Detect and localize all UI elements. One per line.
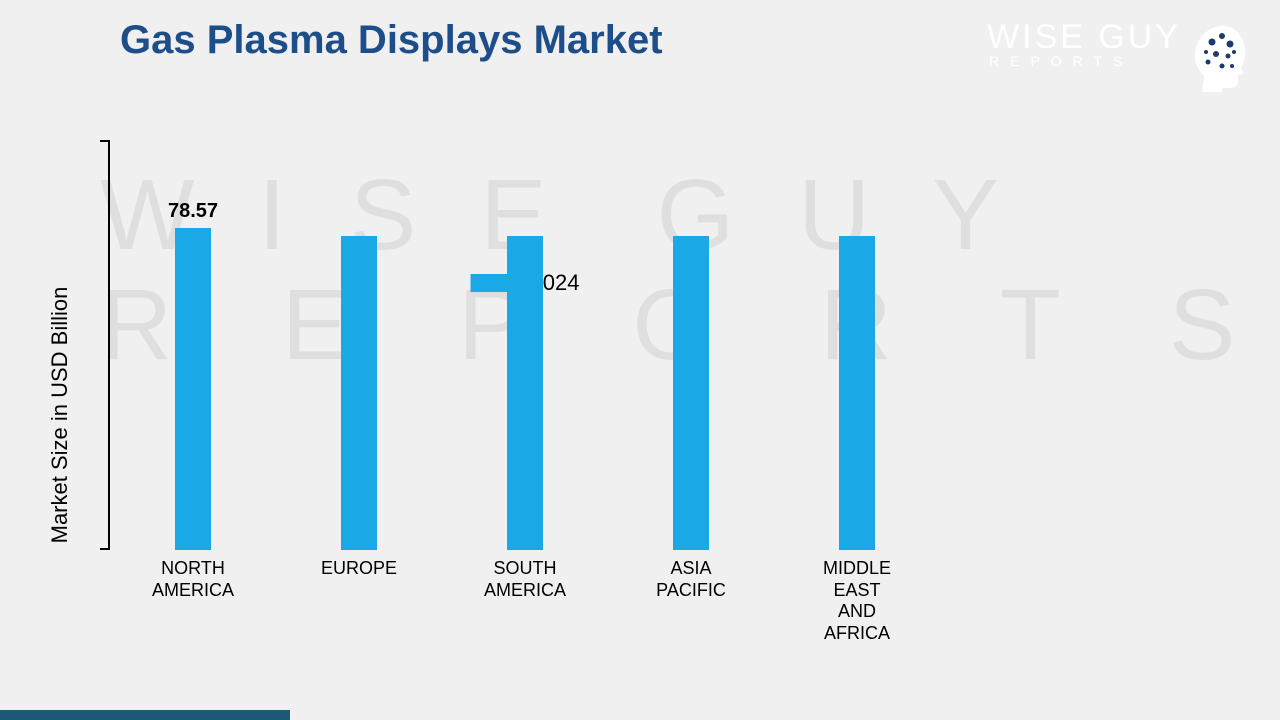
bar: [341, 236, 377, 550]
x-axis-label: NORTH AMERICA: [110, 558, 276, 644]
bars-container: 78.57: [110, 140, 940, 550]
x-axis-label: ASIA PACIFIC: [608, 558, 774, 644]
bar-group: [608, 208, 774, 550]
bar-group: [442, 208, 608, 550]
x-axis-label: SOUTH AMERICA: [442, 558, 608, 644]
bar-chart: Market Size in USD Billion 2024 78.57 NO…: [70, 130, 940, 700]
brand-logo: WISE GUY REPORTS: [987, 18, 1252, 98]
head-profile-icon: [1182, 22, 1252, 92]
bar-value-label: 78.57: [168, 200, 218, 224]
bar: [507, 236, 543, 550]
y-axis-tick-bottom: [100, 548, 108, 550]
bar: [175, 228, 211, 550]
bottom-accent-bar: [0, 710, 290, 720]
plot-area: 2024 78.57: [110, 140, 940, 550]
x-axis-label: MIDDLE EAST AND AFRICA: [774, 558, 940, 644]
x-labels-container: NORTH AMERICAEUROPESOUTH AMERICAASIA PAC…: [110, 558, 940, 644]
chart-stage: W I S E G U Y R E P O R T S Gas Plasma D…: [0, 0, 1280, 720]
bar-group: [774, 208, 940, 550]
bar: [673, 236, 709, 550]
bar-group: [276, 208, 442, 550]
bar: [839, 236, 875, 550]
bar-group: 78.57: [110, 200, 276, 550]
page-title: Gas Plasma Displays Market: [120, 18, 663, 63]
y-axis-tick-top: [100, 140, 108, 142]
x-axis-label: EUROPE: [276, 558, 442, 644]
y-axis-title: Market Size in USD Billion: [47, 287, 73, 544]
